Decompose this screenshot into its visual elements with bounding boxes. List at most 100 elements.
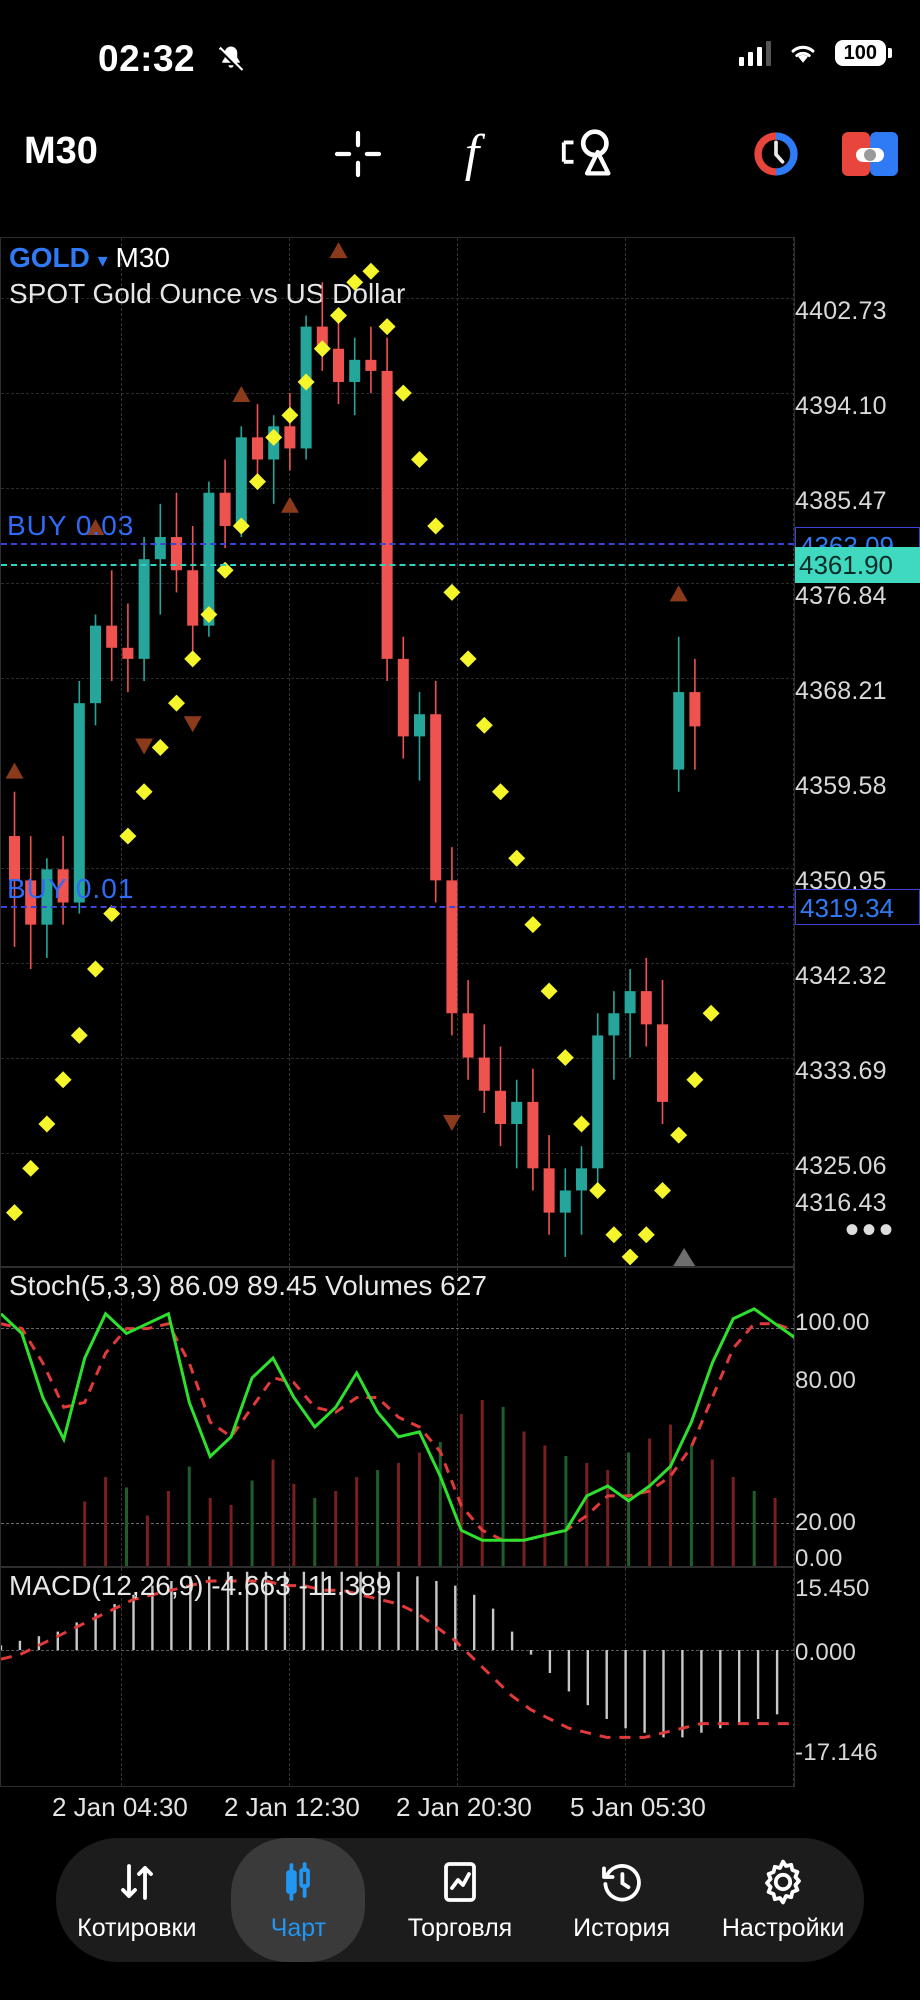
stochastic-label[interactable]: Stoch(5,3,3) 86.09 89.45 Volumes 627 xyxy=(9,1270,487,1301)
macd-tick: -17.146 xyxy=(795,1739,878,1766)
symbol-timeframe: M30 xyxy=(115,242,170,273)
nav-item-chart[interactable]: Чарт xyxy=(218,1838,380,1962)
chart-container[interactable]: GOLD ▾ M30 SPOT Gold Ounce vs US Dollar … xyxy=(0,237,920,1787)
chart-more-menu[interactable]: ••• xyxy=(845,1208,897,1252)
position-label-buy-003[interactable]: BUY 0.03 xyxy=(7,510,135,541)
macd-tick: 15.450 xyxy=(795,1575,870,1602)
grid-line-h xyxy=(1,488,794,489)
chart-toolbar: M30 f xyxy=(0,110,920,192)
chart-candles-icon xyxy=(286,1861,311,1901)
gear-icon xyxy=(765,1859,802,1904)
stochastic-pane[interactable]: Stoch(5,3,3) 86.09 89.45 Volumes 627 xyxy=(0,1267,795,1567)
battery-tip-icon xyxy=(888,48,892,58)
price-tick: 4394.10 xyxy=(795,392,887,420)
nav-item-trade[interactable]: Торговля xyxy=(379,1838,541,1962)
bottom-navigation[interactable]: Котировки Чарт Торговля История xyxy=(56,1838,864,1962)
stochastic-axis: 100.00 80.00 20.00 0.00 xyxy=(795,1267,920,1572)
price-tick: 4325.06 xyxy=(795,1152,887,1180)
macd-tick: 0.000 xyxy=(795,1639,857,1666)
grid-line-v xyxy=(289,238,290,1266)
grid-line-v xyxy=(793,238,794,1266)
current-price-badge[interactable]: 4361.90 xyxy=(795,547,920,583)
time-axis: 2 Jan 04:30 2 Jan 12:30 2 Jan 20:30 5 Ja… xyxy=(0,1782,920,1838)
grid-line-v xyxy=(793,1268,794,1566)
trade-screen-icon xyxy=(444,1861,476,1902)
status-indicators: 100 xyxy=(738,40,892,66)
symbol-description: SPOT Gold Ounce vs US Dollar xyxy=(9,278,406,309)
price-tick: 4316.43 xyxy=(795,1189,887,1217)
status-time: 02:32 xyxy=(98,38,196,79)
macd-zero-line xyxy=(1,1650,794,1651)
grid-line-h xyxy=(1,868,794,869)
grid-line-v xyxy=(625,1268,626,1566)
stoch-tick: 100.00 xyxy=(795,1309,870,1336)
nav-label-settings: Настройки xyxy=(721,1913,845,1942)
wifi-icon xyxy=(791,45,815,63)
grid-line-v xyxy=(121,1568,122,1786)
grid-line-v xyxy=(457,1568,458,1786)
symbol-name[interactable]: GOLD xyxy=(9,242,90,273)
grid-line-h xyxy=(1,678,794,679)
price-tick: 4402.73 xyxy=(795,297,887,325)
grid-line-h xyxy=(1,963,794,964)
nav-label-quotes: Котировки xyxy=(77,1913,197,1942)
bell-muted-icon xyxy=(218,46,244,74)
stoch-tick: 0.00 xyxy=(795,1545,843,1572)
status-bar: 02:32 100 xyxy=(0,0,920,110)
position-line-buy-001 xyxy=(1,906,794,908)
price-tick: 4333.69 xyxy=(795,1057,887,1085)
nav-label-chart: Чарт xyxy=(270,1913,327,1942)
chevron-down-icon[interactable]: ▾ xyxy=(97,250,108,272)
stochastic-series xyxy=(1,1307,794,1566)
nav-item-history[interactable]: История xyxy=(541,1838,703,1962)
time-tick: 2 Jan 20:30 xyxy=(396,1792,532,1822)
grid-line-v xyxy=(289,1568,290,1786)
macd-pane[interactable]: MACD(12,26,9) -4.663 -11.389 xyxy=(0,1567,795,1787)
function-f-icon[interactable]: f xyxy=(448,124,496,184)
grid-line-v xyxy=(121,238,122,1266)
svg-text:f: f xyxy=(465,125,486,182)
position-label-buy-001[interactable]: BUY 0.01 xyxy=(7,873,135,904)
price-tick: 4368.21 xyxy=(795,677,887,705)
grid-line-v xyxy=(793,1568,794,1786)
grid-line-h xyxy=(1,298,794,299)
nav-item-quotes[interactable]: Котировки xyxy=(56,1838,218,1962)
grid-line-h xyxy=(1,1058,794,1059)
stoch-overbought-line xyxy=(1,1328,794,1329)
grid-line-h xyxy=(1,1153,794,1154)
quotes-arrows-icon xyxy=(120,1863,153,1900)
grid-line-v xyxy=(121,1268,122,1566)
price-pane[interactable]: GOLD ▾ M30 SPOT Gold Ounce vs US Dollar … xyxy=(0,237,795,1267)
battery-level: 100 xyxy=(834,40,886,66)
price-axis[interactable]: 4402.73 4394.10 4385.47 4376.84 4368.21 … xyxy=(795,237,920,1267)
objects-shapes-icon[interactable] xyxy=(558,124,620,184)
grid-line-v xyxy=(289,1268,290,1566)
price-tick: 4376.84 xyxy=(795,582,887,610)
history-clock-icon xyxy=(601,1863,641,1901)
grid-line-v xyxy=(625,238,626,1266)
time-tick: 5 Jan 05:30 xyxy=(570,1792,706,1822)
macd-series xyxy=(1,1571,794,1739)
symbol-header[interactable]: GOLD ▾ M30 xyxy=(9,242,170,274)
trade-toggle-icon[interactable] xyxy=(842,132,898,176)
stoch-tick: 80.00 xyxy=(795,1367,857,1394)
time-tick: 2 Jan 12:30 xyxy=(224,1792,360,1822)
macd-axis: 15.450 0.000 -17.146 xyxy=(795,1567,920,1787)
current-price-line xyxy=(1,564,794,566)
time-tick: 2 Jan 04:30 xyxy=(52,1792,188,1822)
position-line-buy-003 xyxy=(1,543,794,545)
clock-red-blue-icon[interactable] xyxy=(750,128,802,180)
price-tick: 4385.47 xyxy=(795,487,887,515)
candlestick-series xyxy=(5,242,720,1266)
grid-line-v xyxy=(457,1268,458,1566)
nav-label-history: История xyxy=(573,1913,671,1942)
macd-label[interactable]: MACD(12,26,9) -4.663 -11.389 xyxy=(9,1570,392,1601)
position-price-badge-buy-001[interactable]: 4319.34 xyxy=(795,889,920,925)
nav-label-trade: Торговля xyxy=(407,1913,513,1942)
stoch-tick: 20.00 xyxy=(795,1509,857,1536)
nav-item-settings[interactable]: Настройки xyxy=(702,1838,864,1962)
grid-line-v xyxy=(457,238,458,1266)
crosshair-icon[interactable] xyxy=(330,126,386,182)
timeframe-button[interactable]: M30 xyxy=(24,130,98,172)
price-tick: 4359.58 xyxy=(795,772,887,800)
